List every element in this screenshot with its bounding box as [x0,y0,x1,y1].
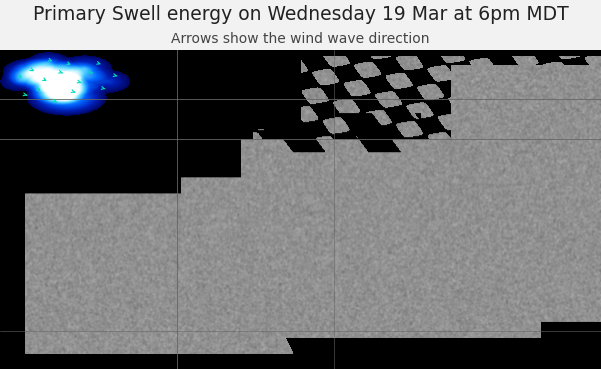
Text: Arrows show the wind wave direction: Arrows show the wind wave direction [171,32,430,46]
Text: Primary Swell energy on Wednesday 19 Mar at 6pm MDT: Primary Swell energy on Wednesday 19 Mar… [32,6,569,24]
